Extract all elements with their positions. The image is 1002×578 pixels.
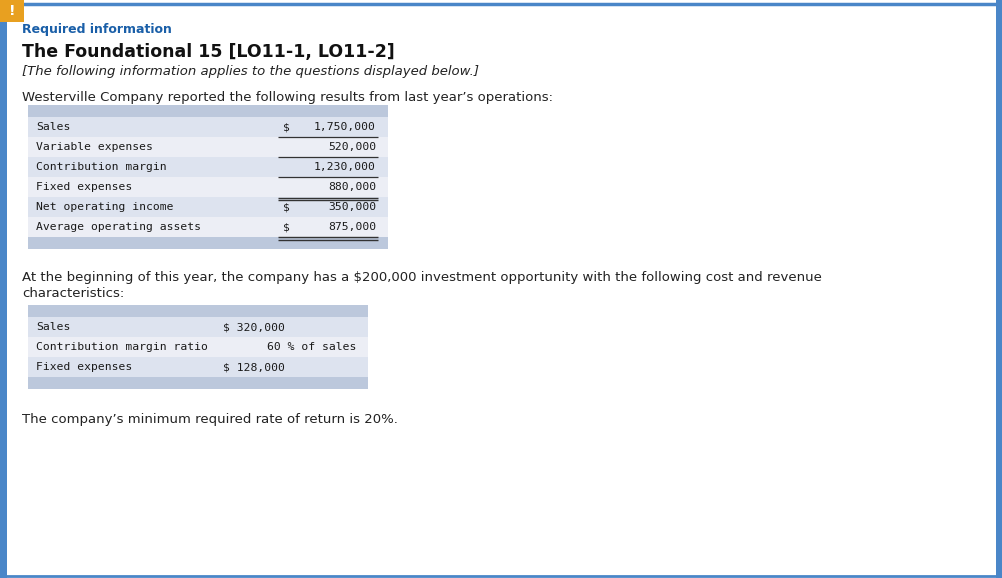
Text: characteristics:: characteristics: [22, 287, 124, 300]
Text: Required information: Required information [22, 23, 171, 36]
Bar [0, 0, 24, 22]
Text: $: $ [283, 122, 290, 132]
Text: 1,750,000: 1,750,000 [314, 122, 376, 132]
Bar [28, 337, 368, 357]
Text: $: $ [283, 202, 290, 212]
Bar [28, 137, 388, 157]
Bar [28, 157, 388, 177]
Bar [28, 305, 368, 317]
Text: Average operating assets: Average operating assets [36, 222, 200, 232]
Bar [28, 117, 388, 137]
Text: The Foundational 15 [LO11-1, LO11-2]: The Foundational 15 [LO11-1, LO11-2] [22, 43, 395, 61]
Bar [28, 197, 388, 217]
Text: 350,000: 350,000 [328, 202, 376, 212]
Text: [The following information applies to the questions displayed below.]: [The following information applies to th… [22, 65, 479, 78]
Bar [28, 177, 388, 197]
Text: Contribution margin: Contribution margin [36, 162, 166, 172]
Bar [28, 217, 388, 237]
Bar [28, 105, 388, 117]
Bar [28, 357, 368, 377]
Text: 1,230,000: 1,230,000 [314, 162, 376, 172]
Text: 875,000: 875,000 [328, 222, 376, 232]
Text: At the beginning of this year, the company has a $200,000 investment opportunity: At the beginning of this year, the compa… [22, 271, 821, 284]
Text: $ 320,000: $ 320,000 [222, 322, 285, 332]
Bar [28, 237, 388, 249]
Text: 60 % of sales: 60 % of sales [267, 342, 356, 352]
Text: Fixed expenses: Fixed expenses [36, 182, 132, 192]
Text: Sales: Sales [36, 322, 70, 332]
Bar [28, 377, 368, 389]
Text: Contribution margin ratio: Contribution margin ratio [36, 342, 207, 352]
Bar [995, 0, 1002, 578]
Text: !: ! [9, 4, 15, 18]
Bar [28, 317, 368, 337]
Text: Fixed expenses: Fixed expenses [36, 362, 132, 372]
Text: $ 128,000: $ 128,000 [222, 362, 285, 372]
Text: $: $ [283, 222, 290, 232]
Text: Net operating income: Net operating income [36, 202, 173, 212]
Text: Westerville Company reported the following results from last year’s operations:: Westerville Company reported the followi… [22, 91, 552, 104]
Text: 520,000: 520,000 [328, 142, 376, 152]
Bar [0, 0, 7, 578]
Text: 880,000: 880,000 [328, 182, 376, 192]
Text: The company’s minimum required rate of return is 20%.: The company’s minimum required rate of r… [22, 413, 398, 426]
Text: Sales: Sales [36, 122, 70, 132]
Text: Variable expenses: Variable expenses [36, 142, 152, 152]
